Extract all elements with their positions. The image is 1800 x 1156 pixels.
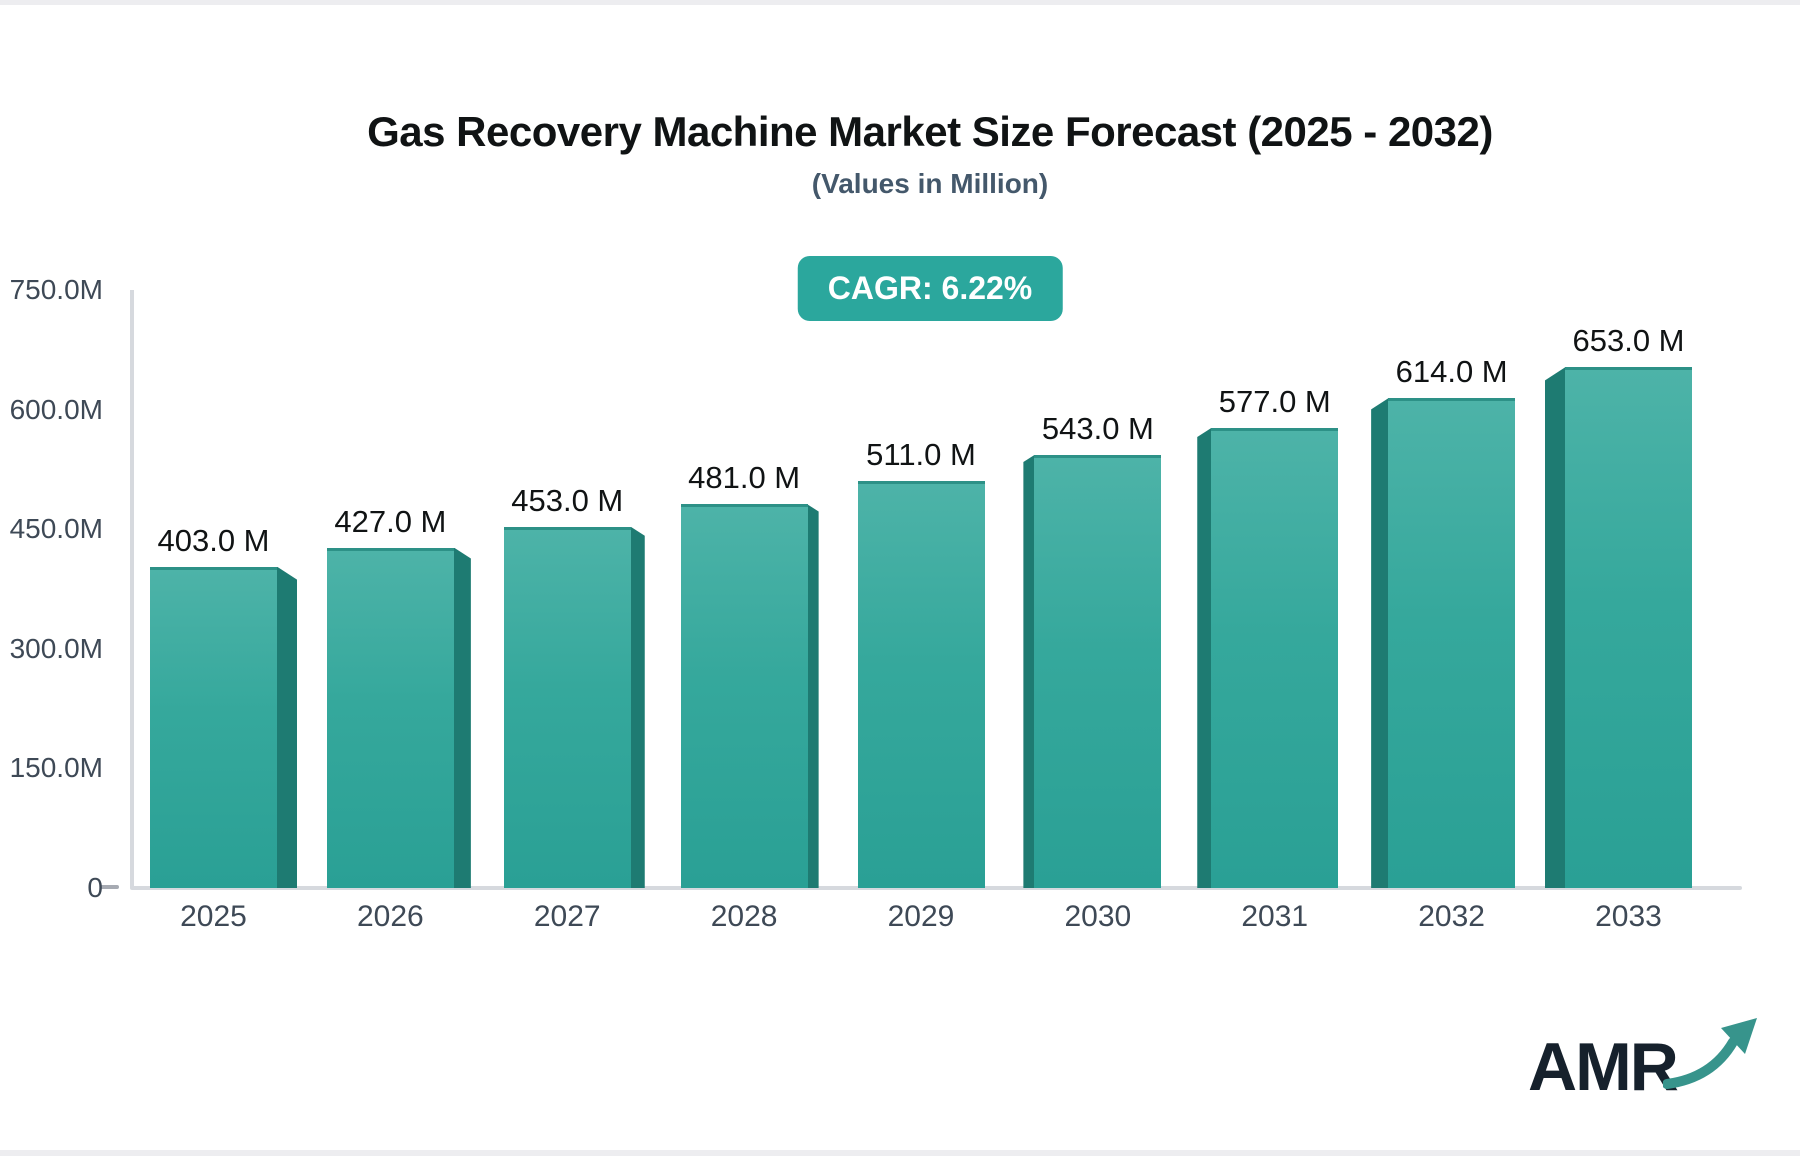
y-tick-label: 150.0M — [9, 752, 103, 784]
bar-value-label: 543.0 M — [1041, 411, 1154, 447]
zero-tick-mark — [100, 885, 119, 889]
bar-value-label: 403.0 M — [157, 522, 270, 558]
y-tick-label: 600.0M — [9, 393, 103, 425]
bar-2029 — [857, 480, 985, 888]
bar-2033 — [1565, 367, 1692, 888]
x-axis-label-2028: 2028 — [710, 900, 778, 933]
cagr-badge: CAGR: 6.22% — [797, 256, 1063, 321]
chart-subtitle: (Values in Million) — [811, 168, 1049, 199]
brand-logo: AMR — [1528, 1016, 1759, 1103]
growth-arrow-icon — [1661, 1016, 1759, 1097]
x-axis-label-2031: 2031 — [1241, 900, 1309, 933]
bar-side-3d — [1545, 367, 1565, 888]
x-axis-label-2033: 2033 — [1595, 900, 1662, 933]
bar-2027 — [503, 526, 631, 888]
bar-2025 — [150, 566, 277, 888]
y-tick-label: 750.0M — [9, 274, 103, 305]
bar-side-3d — [277, 566, 297, 888]
top-edge-divider — [0, 0, 1800, 5]
bar-side-3d — [807, 504, 819, 888]
y-axis-line — [130, 290, 134, 888]
bar-value-label: 511.0 M — [866, 436, 976, 472]
y-tick-label: 0 — [87, 872, 103, 903]
x-axis-label-2030: 2030 — [1064, 900, 1132, 933]
bottom-edge-divider — [0, 1150, 1800, 1156]
x-axis-label-2032: 2032 — [1418, 900, 1485, 933]
bar-value-label: 453.0 M — [511, 482, 624, 518]
bar-2030 — [1034, 455, 1162, 888]
bar-2026 — [326, 547, 454, 888]
x-axis-label-2026: 2026 — [357, 900, 424, 933]
bar-2028 — [680, 504, 808, 888]
bar-side-3d — [630, 526, 645, 888]
bar-side-3d — [1023, 455, 1035, 888]
page-title: Gas Recovery Machine Market Size Forecas… — [367, 108, 1493, 155]
bar-value-label: 427.0 M — [334, 503, 447, 539]
bar-side-3d — [1197, 427, 1212, 888]
bar-2032 — [1388, 398, 1516, 888]
bar-value-label: 577.0 M — [1218, 383, 1331, 419]
x-axis-label-2029: 2029 — [887, 900, 955, 933]
bar-value-label: 481.0 M — [688, 460, 801, 496]
y-tick-label: 450.0M — [9, 513, 103, 545]
x-axis-line — [130, 886, 1742, 890]
bar-2031 — [1211, 427, 1339, 888]
x-axis-label-2025: 2025 — [180, 900, 247, 933]
bar-side-3d — [1371, 398, 1389, 888]
bar-side-3d — [453, 547, 471, 888]
brand-logo-text: AMR — [1528, 1029, 1679, 1105]
bar-value-label: 614.0 M — [1395, 354, 1508, 390]
bar-value-label: 653.0 M — [1572, 323, 1685, 359]
y-tick-label: 300.0M — [9, 632, 103, 664]
x-axis-label-2027: 2027 — [533, 900, 601, 933]
